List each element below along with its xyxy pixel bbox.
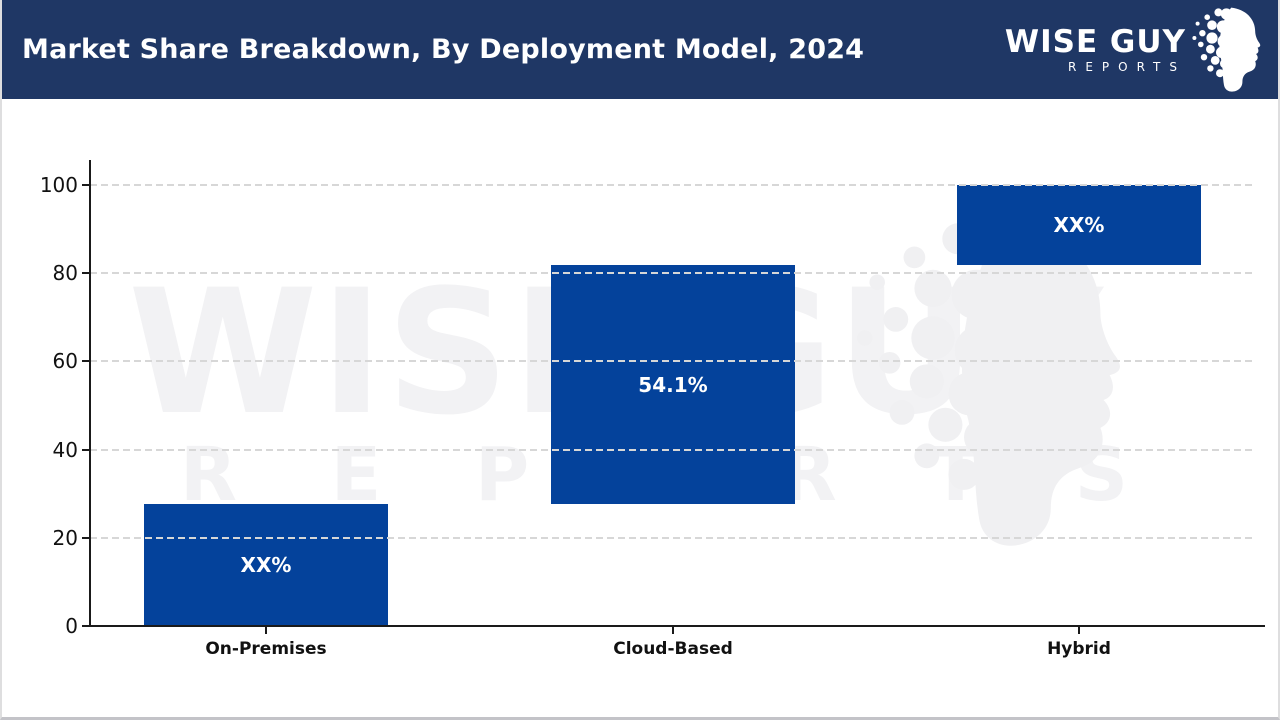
x-axis-tick xyxy=(265,627,267,634)
y-axis-tick-label: 60 xyxy=(52,349,78,374)
bar-value-label: XX% xyxy=(1053,213,1105,238)
y-axis-tick-label: 40 xyxy=(52,437,78,462)
y-axis-tick xyxy=(82,625,90,627)
bar-value-label: 54.1% xyxy=(638,372,708,397)
gridline xyxy=(90,360,1255,363)
y-axis-tick-label: 0 xyxy=(65,614,78,638)
x-axis-category-label: Cloud-Based xyxy=(613,639,733,659)
x-axis-tick xyxy=(1078,627,1080,634)
y-axis-tick-label: 20 xyxy=(52,525,78,550)
x-axis-category-label: Hybrid xyxy=(1047,639,1111,659)
x-axis-spine xyxy=(89,625,1265,627)
gridline xyxy=(90,448,1255,451)
brand-logo: WISE GUY REPORTS xyxy=(1005,6,1268,94)
y-axis-tick xyxy=(82,536,90,539)
y-axis-tick-label: 80 xyxy=(52,261,78,286)
y-axis-tick-label: 100 xyxy=(39,173,78,197)
gridline xyxy=(90,536,1255,539)
y-axis-tick xyxy=(82,448,90,451)
x-axis-tick xyxy=(672,627,674,634)
bar-segment xyxy=(551,265,795,504)
brand-wordmark: WISE GUY REPORTS xyxy=(1005,26,1186,75)
page-title: Market Share Breakdown, By Deployment Mo… xyxy=(22,34,865,65)
brand-subtitle: REPORTS xyxy=(1067,60,1186,75)
y-axis-spine xyxy=(89,160,91,627)
y-axis-tick xyxy=(82,184,90,186)
gridline xyxy=(90,184,1255,186)
header-banner: Market Share Breakdown, By Deployment Mo… xyxy=(2,0,1278,99)
dotted-profile-face-icon xyxy=(1192,7,1261,92)
x-axis-category-label: On-Premises xyxy=(205,639,327,659)
bar-segment xyxy=(144,503,388,626)
bar-value-label: XX% xyxy=(240,552,292,577)
y-axis-tick xyxy=(82,272,90,275)
brand-name: WISE GUY xyxy=(1004,23,1186,60)
gridline xyxy=(90,272,1255,275)
y-axis-tick xyxy=(82,360,90,363)
